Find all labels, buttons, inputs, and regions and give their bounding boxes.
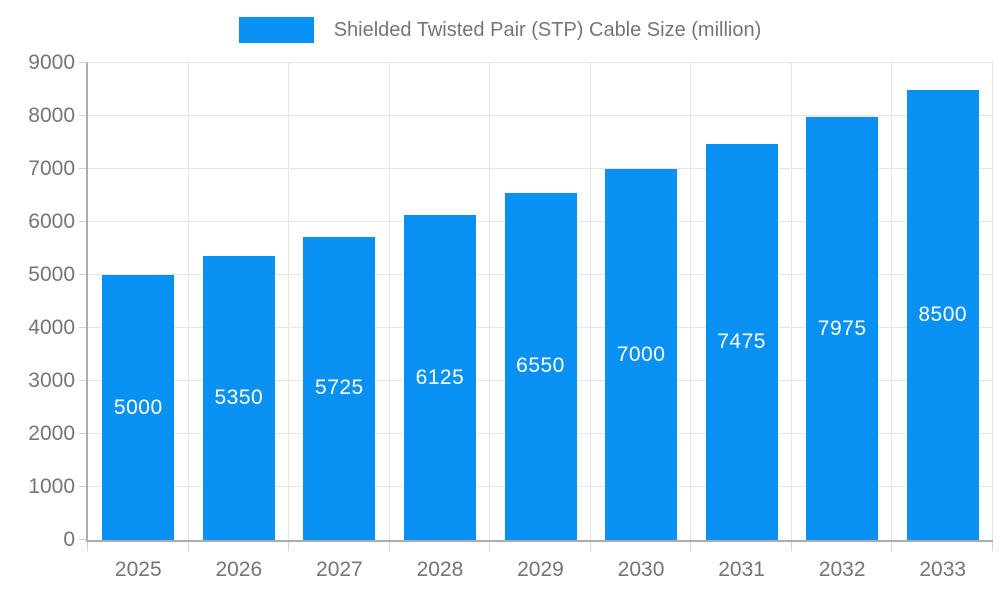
x-tick: [388, 542, 390, 551]
y-tick-label: 3000: [28, 369, 75, 392]
y-tick-label: 4000: [28, 316, 75, 339]
x-tick: [187, 542, 189, 551]
y-tick-label: 8000: [28, 104, 75, 127]
y-tick: [79, 380, 88, 381]
gridline-v: [187, 63, 189, 540]
x-tick-label: 2031: [718, 558, 765, 581]
bar-2029[interactable]: 6550: [504, 192, 577, 540]
legend-label: Shielded Twisted Pair (STP) Cable Size (…: [333, 18, 762, 41]
x-tick-label: 2030: [617, 558, 665, 581]
gridline-v: [790, 63, 792, 540]
y-axis-line: [86, 63, 88, 542]
y-tick: [79, 486, 88, 487]
bar-2028[interactable]: 6125: [403, 215, 476, 540]
y-tick: [79, 221, 88, 222]
gridline-h: [88, 168, 993, 169]
bar-value-label: 6550: [516, 354, 565, 378]
y-tick-label: 6000: [28, 210, 75, 233]
bar-2026[interactable]: 5350: [202, 256, 275, 540]
bar-2031[interactable]: 7475: [705, 143, 778, 540]
y-tick-label: 5000: [28, 263, 75, 286]
y-tick-label: 2000: [28, 422, 75, 445]
gridline-v: [589, 63, 591, 540]
bar-value-label: 7975: [817, 316, 867, 340]
x-tick: [690, 542, 692, 551]
y-tick: [79, 115, 88, 116]
bar-value-label: 8500: [918, 302, 968, 326]
y-tick: [79, 168, 88, 169]
bar-2025[interactable]: 5000: [102, 275, 175, 540]
x-tick: [790, 542, 792, 551]
bar-value-label: 7000: [616, 342, 666, 366]
y-tick-label: 1000: [28, 475, 75, 498]
legend-swatch: [238, 17, 314, 43]
gridline-h: [88, 62, 993, 63]
y-tick-label: 0: [63, 528, 75, 551]
y-tick: [79, 327, 88, 328]
x-tick-label: 2028: [416, 558, 464, 581]
x-tick-label: 2027: [316, 558, 363, 581]
gridline-v: [388, 63, 390, 540]
bar-value-label: 6125: [415, 365, 465, 389]
bar-2032[interactable]: 7975: [806, 117, 879, 540]
x-tick-label: 2025: [114, 558, 162, 581]
x-tick: [589, 542, 591, 551]
x-tick: [489, 542, 491, 551]
x-tick-label: 2029: [517, 558, 564, 581]
x-tick-label: 2026: [215, 558, 263, 581]
x-tick: [288, 542, 290, 551]
gridline-v: [891, 63, 893, 540]
gridline-v: [288, 63, 290, 540]
x-tick: [992, 542, 993, 551]
legend[interactable]: Shielded Twisted Pair (STP) Cable Size (…: [0, 17, 1000, 43]
gridline-h: [88, 115, 993, 116]
gridline-v: [690, 63, 692, 540]
x-axis-line: [86, 540, 993, 542]
y-tick: [79, 539, 88, 540]
x-tick-label: 2032: [818, 558, 866, 581]
y-tick: [79, 274, 88, 275]
x-tick: [891, 542, 893, 551]
x-tick-label: 2033: [919, 558, 967, 581]
x-tick: [87, 542, 88, 551]
y-tick: [79, 433, 88, 434]
gridline-v: [992, 63, 993, 540]
bar-2027[interactable]: 5725: [303, 236, 376, 540]
y-tick: [79, 62, 88, 63]
bar-value-label: 5000: [113, 395, 163, 419]
bar-value-label: 7475: [717, 329, 766, 353]
bar-value-label: 5725: [315, 376, 364, 400]
y-tick-label: 9000: [28, 51, 75, 74]
bar-2033[interactable]: 8500: [906, 89, 979, 540]
y-tick-label: 7000: [28, 157, 75, 180]
gridline-v: [489, 63, 491, 540]
bar-2030[interactable]: 7000: [605, 169, 678, 540]
bar-value-label: 5350: [214, 386, 264, 410]
